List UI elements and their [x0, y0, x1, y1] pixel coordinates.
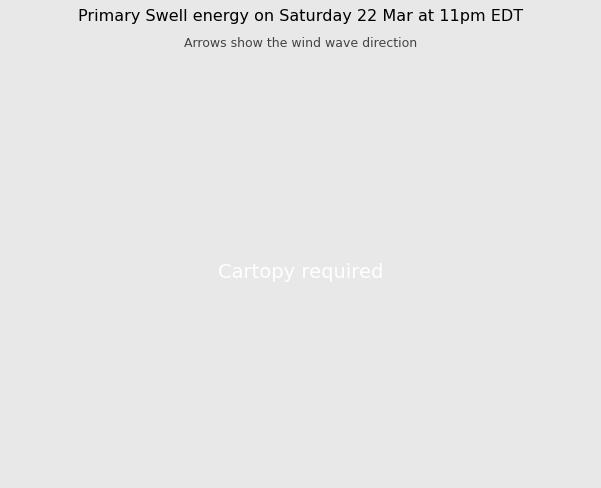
Text: Arrows show the wind wave direction: Arrows show the wind wave direction	[184, 37, 417, 50]
Text: Cartopy required: Cartopy required	[218, 263, 383, 282]
Text: Primary Swell energy on Saturday 22 Mar at 11pm EDT: Primary Swell energy on Saturday 22 Mar …	[78, 9, 523, 24]
